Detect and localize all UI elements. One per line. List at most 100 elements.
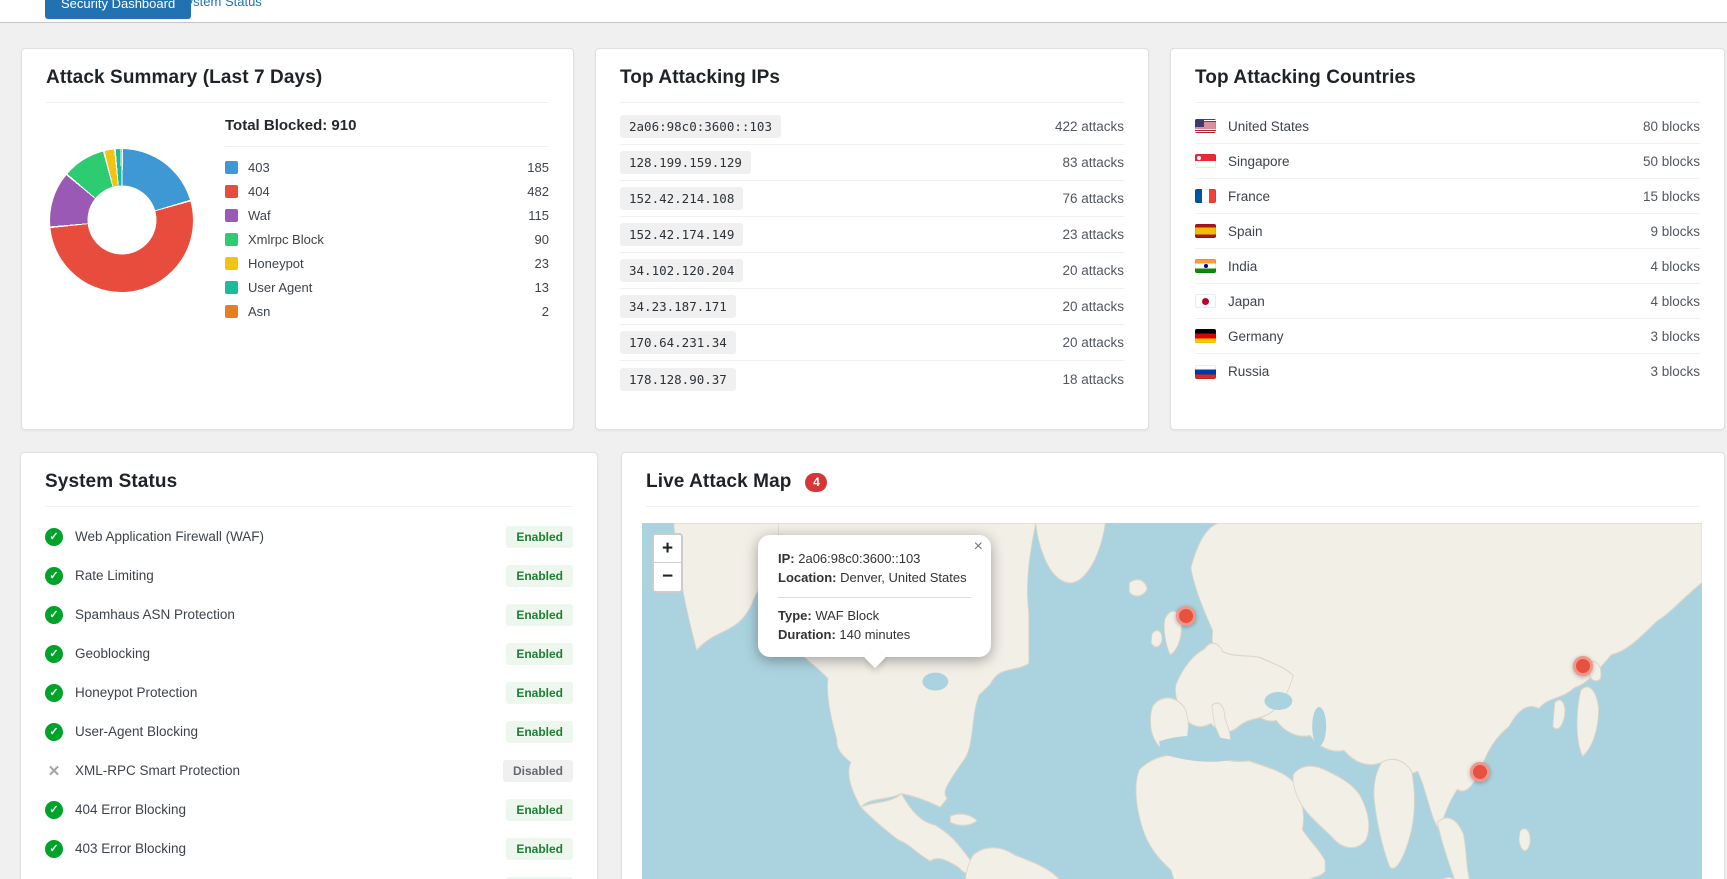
top-ips-card: Top Attacking IPs 2a06:98c0:3600::103 42… — [595, 48, 1149, 430]
status-label: XML-RPC Smart Protection — [75, 763, 241, 778]
divider — [1195, 102, 1700, 103]
ip-address: 152.42.174.149 — [620, 223, 744, 246]
status-row: ✓ ✕ Honeypot Protection Enabled — [45, 673, 573, 712]
ip-row: 152.42.214.108 76 attacks — [620, 181, 1124, 217]
status-badge: Disabled — [502, 759, 573, 782]
legend-value: 23 — [534, 255, 549, 271]
country-flag-icon — [1195, 329, 1216, 343]
country-name: United States — [1228, 118, 1310, 134]
status-badge: Enabled — [506, 681, 573, 704]
top-countries-card: Top Attacking Countries United States 80… — [1170, 48, 1725, 430]
legend-label: 403 — [248, 159, 270, 175]
divider — [46, 102, 549, 103]
status-badge: Enabled — [506, 837, 573, 860]
country-name: Germany — [1228, 328, 1284, 344]
ip-row: 152.42.174.149 23 attacks — [620, 217, 1124, 253]
country-name: France — [1228, 188, 1271, 204]
attack-count: 422 attacks — [1054, 119, 1124, 134]
status-row: ✓ ✕ User-Agent Blocking Enabled — [45, 712, 573, 751]
divider — [646, 506, 1700, 507]
block-count: 15 blocks — [1642, 188, 1700, 204]
status-badge: Enabled — [506, 603, 573, 626]
popup-duration-label: Duration: — [778, 626, 836, 642]
status-row: ✓ ✕ Geoblocking Enabled — [45, 634, 573, 673]
legend-value: 2 — [541, 303, 549, 319]
status-row: ✓ ✕ 403 Error Blocking Enabled — [45, 829, 573, 868]
ip-row: 178.128.90.37 18 attacks — [620, 361, 1124, 397]
attack-marker[interactable] — [1573, 656, 1593, 676]
country-row: India 4 blocks — [1195, 249, 1700, 284]
attack-summary-card: Attack Summary (Last 7 Days) Total Block… — [21, 48, 574, 430]
popup-duration-value: 140 minutes — [835, 626, 911, 642]
legend-swatch-icon — [225, 304, 238, 318]
country-row: Japan 4 blocks — [1195, 284, 1700, 319]
check-circle-icon: ✓ — [45, 605, 63, 624]
status-label: Web Application Firewall (WAF) — [75, 529, 265, 544]
legend-label: Waf — [248, 207, 271, 223]
donut-chart — [50, 148, 193, 292]
country-flag-icon — [1195, 154, 1216, 168]
popup-close-icon[interactable]: × — [973, 538, 983, 555]
legend-swatch-icon — [225, 208, 238, 222]
status-badge: Enabled — [506, 642, 573, 665]
block-count: 3 blocks — [1650, 328, 1700, 344]
live-attack-map-card: Live Attack Map 4 — [621, 452, 1725, 879]
check-circle-icon: ✓ — [45, 566, 63, 585]
check-circle-icon: ✓ — [45, 527, 63, 546]
country-name: India — [1228, 258, 1258, 274]
attack-count: 23 attacks — [1062, 227, 1124, 242]
attack-count: 20 attacks — [1062, 263, 1124, 278]
check-circle-icon: ✓ — [45, 839, 63, 858]
ip-row: 34.23.187.171 20 attacks — [620, 289, 1124, 325]
country-row: United States 80 blocks — [1195, 109, 1700, 144]
attack-count: 20 attacks — [1062, 335, 1124, 350]
ip-row: 128.199.159.129 83 attacks — [620, 145, 1124, 181]
legend-label: Xmlrpc Block — [248, 231, 324, 247]
block-count: 9 blocks — [1650, 223, 1700, 239]
check-circle-icon: ✓ — [45, 722, 63, 741]
attack-count: 83 attacks — [1062, 155, 1124, 170]
legend-value: 482 — [527, 183, 549, 199]
system-status-title: System Status — [45, 471, 178, 492]
attack-count-badge: 4 — [805, 472, 828, 492]
block-count: 4 blocks — [1650, 293, 1700, 309]
country-row: Russia 3 blocks — [1195, 354, 1700, 389]
attack-count: 76 attacks — [1062, 191, 1124, 206]
legend-label: User Agent — [248, 279, 313, 295]
status-badge: Enabled — [506, 564, 573, 587]
tab-system-status[interactable]: System Status — [178, 0, 262, 9]
status-label: Geoblocking — [75, 646, 151, 661]
ip-row: 34.102.120.204 20 attacks — [620, 253, 1124, 289]
ip-row: 2a06:98c0:3600::103 422 attacks — [620, 109, 1124, 145]
ip-address: 170.64.231.34 — [620, 331, 736, 354]
legend-item: Asn 2 — [225, 299, 549, 323]
ip-list: 2a06:98c0:3600::103 422 attacks 128.199.… — [620, 109, 1124, 397]
status-label: Rate Limiting — [75, 568, 154, 583]
zoom-out-button[interactable]: − — [654, 563, 681, 591]
legend-swatch-icon — [225, 232, 238, 246]
legend-value: 115 — [528, 207, 549, 223]
legend-item: 404 482 — [225, 179, 549, 203]
popup-divider — [778, 596, 971, 598]
zoom-in-button[interactable]: + — [654, 535, 681, 563]
status-badge: Enabled — [506, 525, 573, 548]
legend-label: 404 — [248, 183, 270, 199]
x-icon: ✕ — [47, 762, 61, 780]
total-blocked-label: Total Blocked: 910 — [225, 117, 549, 147]
attack-marker[interactable] — [1176, 606, 1196, 626]
country-flag-icon — [1195, 119, 1216, 133]
attack-summary-title: Attack Summary (Last 7 Days) — [46, 67, 323, 88]
tab-security-dashboard[interactable]: Security Dashboard — [45, 0, 192, 19]
status-badge: Enabled — [506, 798, 573, 821]
attack-legend: 403 185 404 482 Waf 115 — [225, 155, 549, 323]
popup-ip-label: IP: — [778, 551, 795, 566]
status-label: Honeypot Protection — [75, 685, 198, 700]
country-name: Singapore — [1228, 153, 1290, 169]
block-count: 80 blocks — [1642, 118, 1700, 134]
country-row: Germany 3 blocks — [1195, 319, 1700, 354]
status-row: ✓ ✕ XML-RPC Smart Protection Disabled — [45, 751, 573, 790]
attack-map[interactable]: + − × IP: 2a06:98c0:3600::103 Location: … — [642, 523, 1702, 879]
attack-marker[interactable] — [1470, 762, 1490, 782]
legend-swatch-icon — [225, 184, 238, 198]
check-circle-icon: ✓ — [45, 683, 63, 702]
